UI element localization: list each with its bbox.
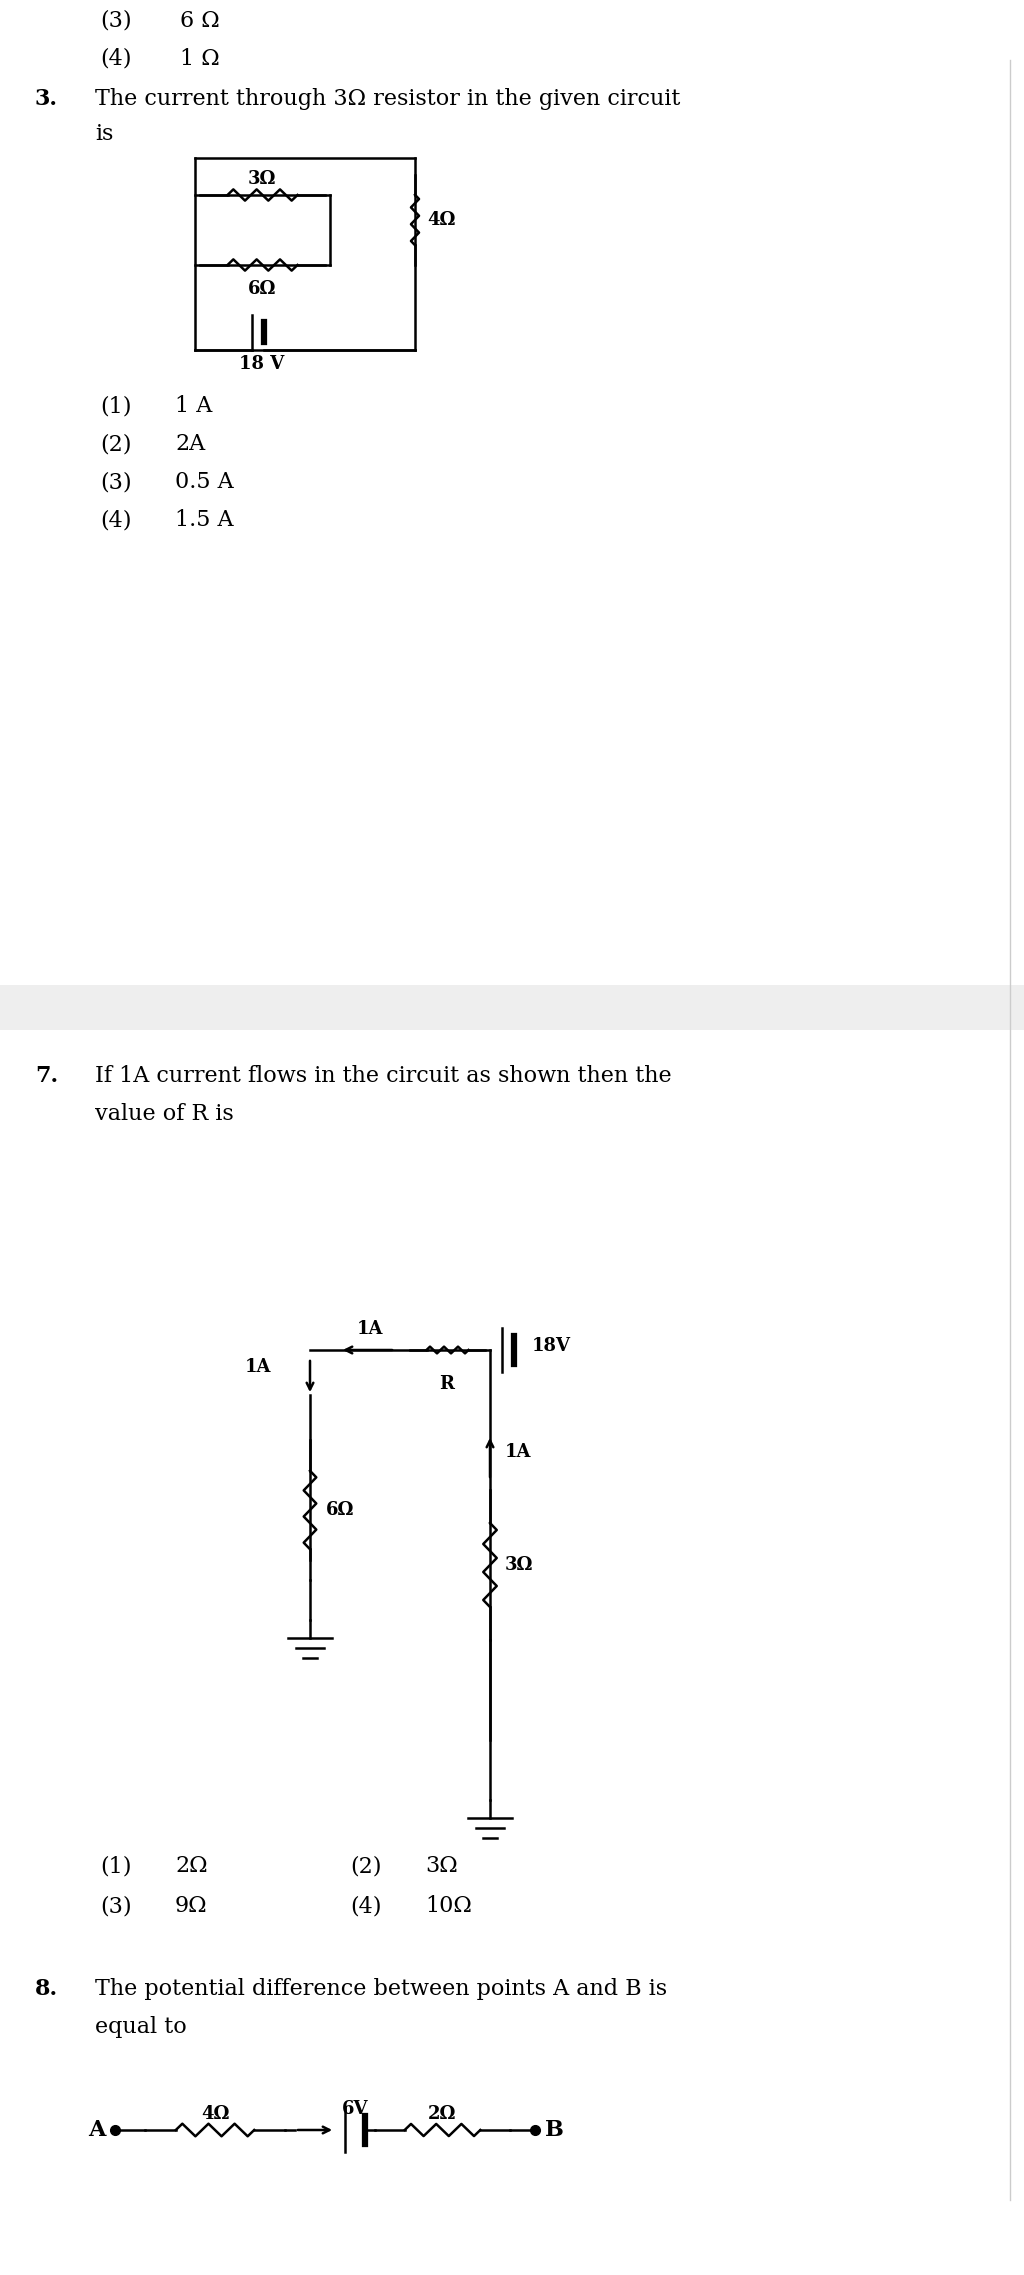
Text: 1 Ω: 1 Ω <box>180 48 220 71</box>
Text: The potential difference between points A and B is: The potential difference between points … <box>95 1977 667 2000</box>
Text: equal to: equal to <box>95 2016 186 2038</box>
Text: 6Ω: 6Ω <box>326 1502 354 1520</box>
Text: (1): (1) <box>100 396 131 416</box>
Bar <box>0 985 1024 1031</box>
Text: 2A: 2A <box>175 432 205 455</box>
Text: 6 Ω: 6 Ω <box>180 9 220 32</box>
Text: The current through 3Ω resistor in the given circuit: The current through 3Ω resistor in the g… <box>95 89 680 109</box>
Text: 3Ω: 3Ω <box>425 1854 458 1877</box>
Text: 4Ω: 4Ω <box>201 2104 229 2123</box>
Text: 7.: 7. <box>35 1065 58 1087</box>
Text: value of R is: value of R is <box>95 1103 233 1126</box>
Text: (2): (2) <box>350 1854 382 1877</box>
Text: 8.: 8. <box>35 1977 58 2000</box>
Text: (3): (3) <box>100 9 132 32</box>
Text: 6V: 6V <box>342 2100 369 2118</box>
Text: (4): (4) <box>100 510 131 530</box>
Text: 3.: 3. <box>35 89 58 109</box>
Text: (3): (3) <box>100 471 132 494</box>
Text: 3Ω: 3Ω <box>505 1556 534 1574</box>
Text: 6Ω: 6Ω <box>248 280 276 298</box>
Text: 1A: 1A <box>245 1358 271 1376</box>
Text: 10Ω: 10Ω <box>425 1895 472 1918</box>
Text: (1): (1) <box>100 1854 131 1877</box>
Text: B: B <box>545 2118 564 2141</box>
Text: (4): (4) <box>350 1895 382 1918</box>
Text: 2Ω: 2Ω <box>428 2104 456 2123</box>
Text: If 1A current flows in the circuit as shown then the: If 1A current flows in the circuit as sh… <box>95 1065 672 1087</box>
Text: 1 A: 1 A <box>175 396 212 416</box>
Text: 1.5 A: 1.5 A <box>175 510 233 530</box>
Text: 1A: 1A <box>356 1320 383 1338</box>
Text: 2Ω: 2Ω <box>175 1854 208 1877</box>
Text: A: A <box>88 2118 105 2141</box>
Text: (3): (3) <box>100 1895 132 1918</box>
Text: is: is <box>95 123 114 146</box>
Text: R: R <box>439 1374 455 1392</box>
Text: 3Ω: 3Ω <box>248 171 276 189</box>
Text: 0.5 A: 0.5 A <box>175 471 233 494</box>
Text: (4): (4) <box>100 48 131 71</box>
Text: (2): (2) <box>100 432 131 455</box>
Text: 18V: 18V <box>532 1338 571 1356</box>
Text: 18 V: 18 V <box>240 355 285 373</box>
Text: 4Ω: 4Ω <box>427 212 456 230</box>
Text: 1A: 1A <box>505 1442 531 1461</box>
Text: 9Ω: 9Ω <box>175 1895 208 1918</box>
